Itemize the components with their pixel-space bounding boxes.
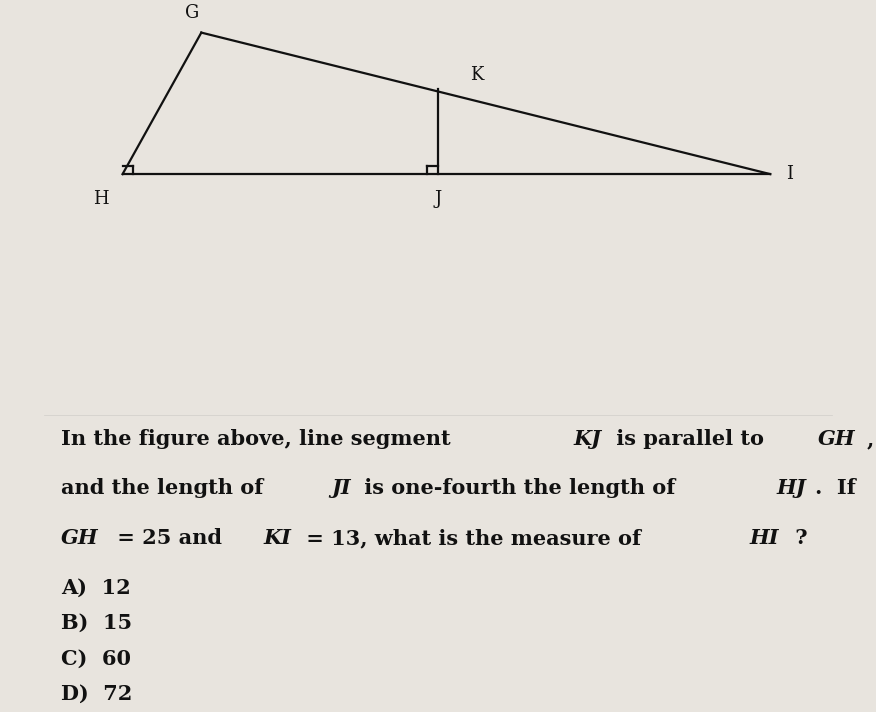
Text: KJ: KJ [573, 429, 601, 449]
Text: GH: GH [818, 429, 856, 449]
Text: ,: , [867, 429, 874, 449]
Text: B)  15: B) 15 [61, 613, 132, 633]
Text: D)  72: D) 72 [61, 684, 132, 703]
Text: HJ: HJ [776, 478, 806, 498]
Text: is one-fourth the length of: is one-fourth the length of [357, 478, 682, 498]
Text: In the figure above, line segment: In the figure above, line segment [61, 429, 458, 449]
Text: .  If: . If [815, 478, 855, 498]
Text: K: K [470, 66, 484, 83]
Text: J: J [434, 189, 442, 208]
Text: KI: KI [264, 528, 292, 548]
Text: = 25 and: = 25 and [110, 528, 229, 548]
Text: = 13, what is the measure of: = 13, what is the measure of [300, 528, 649, 548]
Text: G: G [186, 4, 200, 22]
Text: JI: JI [331, 478, 351, 498]
Text: HI: HI [750, 528, 780, 548]
Text: is parallel to: is parallel to [609, 429, 772, 449]
Text: H: H [93, 189, 109, 208]
Text: and the length of: and the length of [61, 478, 271, 498]
Text: A)  12: A) 12 [61, 577, 131, 597]
Text: ?: ? [788, 528, 808, 548]
Text: GH: GH [61, 528, 99, 548]
Text: I: I [786, 165, 793, 183]
Text: C)  60: C) 60 [61, 649, 131, 669]
